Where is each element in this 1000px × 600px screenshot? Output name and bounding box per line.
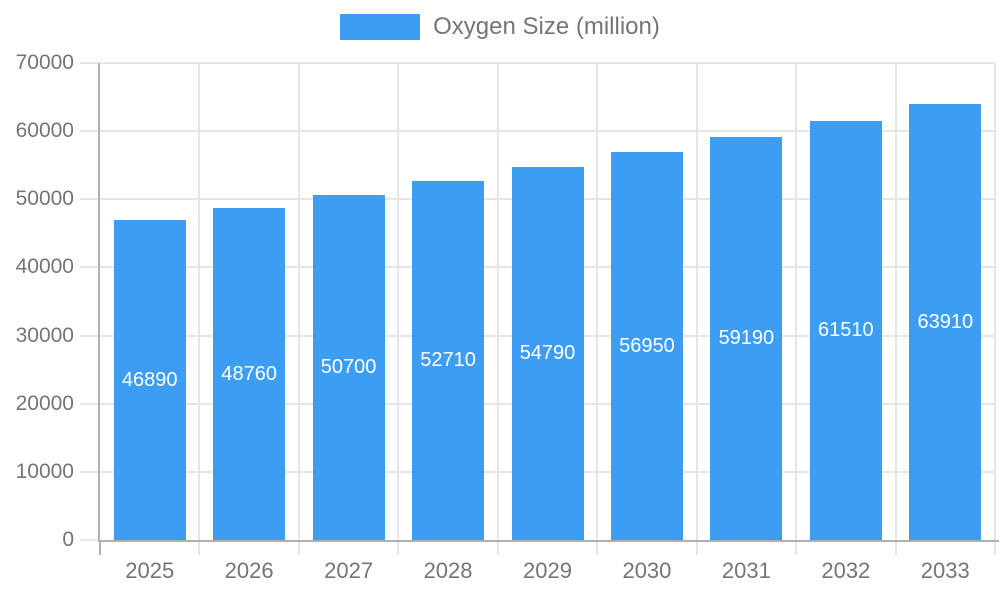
bar-2033[interactable] xyxy=(909,104,982,540)
y-axis-label: 10000 xyxy=(15,459,74,483)
legend-swatch-icon xyxy=(340,14,421,40)
y-tick xyxy=(80,198,98,201)
y-axis-label: 50000 xyxy=(15,187,74,211)
y-axis-label: 20000 xyxy=(15,391,74,415)
x-tick xyxy=(994,540,996,555)
x-tick xyxy=(198,540,201,555)
bar-2030[interactable] xyxy=(610,151,683,540)
x-tick xyxy=(297,540,300,555)
x-tick xyxy=(397,540,400,555)
x-tick xyxy=(894,540,897,555)
x-axis-label: 2028 xyxy=(423,558,473,583)
x-tick xyxy=(99,540,101,555)
bar-2027[interactable] xyxy=(312,194,385,540)
x-gridline xyxy=(596,63,599,540)
bar-2025[interactable] xyxy=(113,220,186,540)
x-axis-label: 2033 xyxy=(920,558,970,583)
x-axis-label: 2032 xyxy=(821,558,871,583)
bar-value-label: 50700 xyxy=(320,356,377,379)
bar-value-label: 48760 xyxy=(221,362,277,385)
bar-value-label: 59190 xyxy=(718,327,775,350)
bar-2028[interactable] xyxy=(412,180,485,540)
y-tick xyxy=(80,539,98,541)
x-tick xyxy=(695,540,698,555)
bar-2029[interactable] xyxy=(511,166,584,540)
x-gridline xyxy=(994,63,996,540)
x-axis-label: 2031 xyxy=(721,558,771,583)
x-axis-label: 2029 xyxy=(523,558,572,583)
x-gridline xyxy=(894,63,897,540)
y-tick xyxy=(80,402,98,405)
legend-item-oxygen-size[interactable]: Oxygen Size (million) xyxy=(340,14,660,40)
bar-value-label: 56950 xyxy=(619,334,675,357)
y-gridline xyxy=(100,130,995,133)
bar-2032[interactable] xyxy=(809,120,882,540)
y-tick xyxy=(80,62,98,64)
y-axis-label: 30000 xyxy=(15,323,74,347)
x-gridline xyxy=(795,63,798,540)
y-axis-label: 60000 xyxy=(15,119,74,143)
x-gridline xyxy=(496,63,499,540)
y-tick xyxy=(80,334,98,337)
bar-value-label: 52710 xyxy=(420,349,476,372)
y-tick xyxy=(80,266,98,269)
bar-value-label: 46890 xyxy=(121,369,178,392)
legend: Oxygen Size (million) xyxy=(0,14,1000,40)
bar-value-label: 63910 xyxy=(917,311,974,334)
x-gridline xyxy=(198,63,201,540)
y-axis-label: 40000 xyxy=(15,255,74,279)
bar-value-label: 54790 xyxy=(519,342,576,365)
x-tick xyxy=(596,540,599,555)
x-gridline xyxy=(297,63,300,540)
y-tick xyxy=(80,130,98,133)
legend-label: Oxygen Size (million) xyxy=(433,13,660,40)
x-tick xyxy=(496,540,499,555)
y-axis-label: 70000 xyxy=(15,51,74,74)
y-tick xyxy=(80,470,98,473)
x-axis-label: 2026 xyxy=(224,558,274,583)
x-axis-label: 2030 xyxy=(622,558,672,583)
bar-2031[interactable] xyxy=(710,136,783,540)
x-gridline xyxy=(695,63,698,540)
y-axis-label: 0 xyxy=(62,528,74,551)
x-gridline xyxy=(397,63,400,540)
x-axis-label: 2025 xyxy=(125,558,175,583)
x-tick xyxy=(795,540,798,555)
bar-value-label: 61510 xyxy=(818,319,874,342)
y-gridline xyxy=(100,62,995,64)
x-axis-line xyxy=(98,540,999,542)
y-axis-line xyxy=(98,63,100,540)
x-axis-label: 2027 xyxy=(324,558,374,583)
bar-2026[interactable] xyxy=(213,207,286,540)
